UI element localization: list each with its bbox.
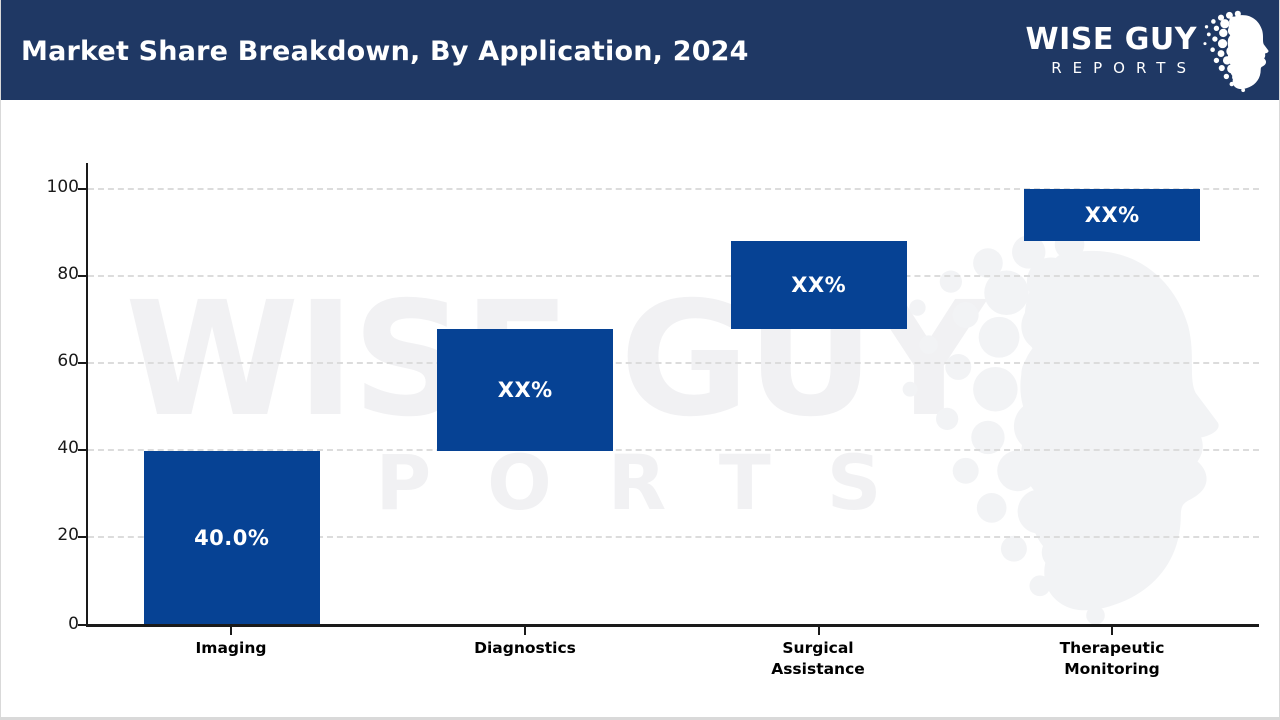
y-tick-mark: [78, 188, 87, 190]
y-tick-mark: [78, 449, 87, 451]
gridline-40: [88, 449, 1259, 451]
plot-area: WISE GUY REPORTS 40.0% XX% XX% XX% 0 20 …: [1, 100, 1279, 717]
gridline-20: [88, 536, 1259, 538]
category-label-surgical-assistance: Surgical Assistance: [771, 639, 865, 678]
category-label-imaging: Imaging: [195, 639, 267, 657]
bar-value-label: 40.0%: [194, 525, 270, 550]
watermark-head-icon: [902, 229, 1219, 625]
bar-diagnostics: XX%: [437, 328, 614, 451]
x-tick-mark: [524, 627, 526, 635]
bar-surgical-assistance: XX%: [730, 241, 907, 329]
wise-guy-reports-logo: WISE GUY REPORTS: [1019, 6, 1269, 94]
y-tick-label: 100: [46, 177, 79, 197]
bar-value-label: XX%: [1084, 203, 1140, 228]
gridline-100: [88, 188, 1259, 190]
x-tick-mark: [1111, 627, 1113, 635]
x-tick-mark: [818, 627, 820, 635]
bar-therapeutic-monitoring: XX%: [1024, 189, 1201, 242]
gridline-60: [88, 362, 1259, 364]
bar-imaging: 40.0%: [143, 450, 320, 625]
logo-brand-subtitle: REPORTS: [1051, 59, 1197, 77]
gridline-80: [88, 275, 1259, 277]
y-tick-mark: [78, 536, 87, 538]
y-tick-label: 0: [68, 614, 79, 634]
page-title: Market Share Breakdown, By Application, …: [21, 36, 749, 67]
logo-brand-name: WISE GUY: [1025, 22, 1197, 57]
y-tick-mark: [78, 275, 87, 277]
y-tick-label: 80: [57, 264, 79, 284]
y-tick-label: 20: [57, 525, 79, 545]
category-label-therapeutic-monitoring: Therapeutic Monitoring: [1059, 639, 1165, 678]
y-tick-mark: [78, 624, 87, 626]
category-label-diagnostics: Diagnostics: [474, 639, 576, 657]
y-tick-label: 40: [57, 438, 79, 458]
x-tick-mark: [230, 627, 232, 635]
y-tick-label: 60: [57, 351, 79, 371]
y-axis: [86, 163, 88, 627]
x-axis: [86, 624, 1259, 627]
dotted-head-profile-icon: [1203, 10, 1269, 93]
y-tick-mark: [78, 362, 87, 364]
bar-value-label: XX%: [791, 272, 847, 297]
header-band: Market Share Breakdown, By Application, …: [1, 0, 1279, 100]
bar-value-label: XX%: [497, 377, 553, 402]
logo-text: WISE GUY REPORTS: [1025, 22, 1197, 77]
